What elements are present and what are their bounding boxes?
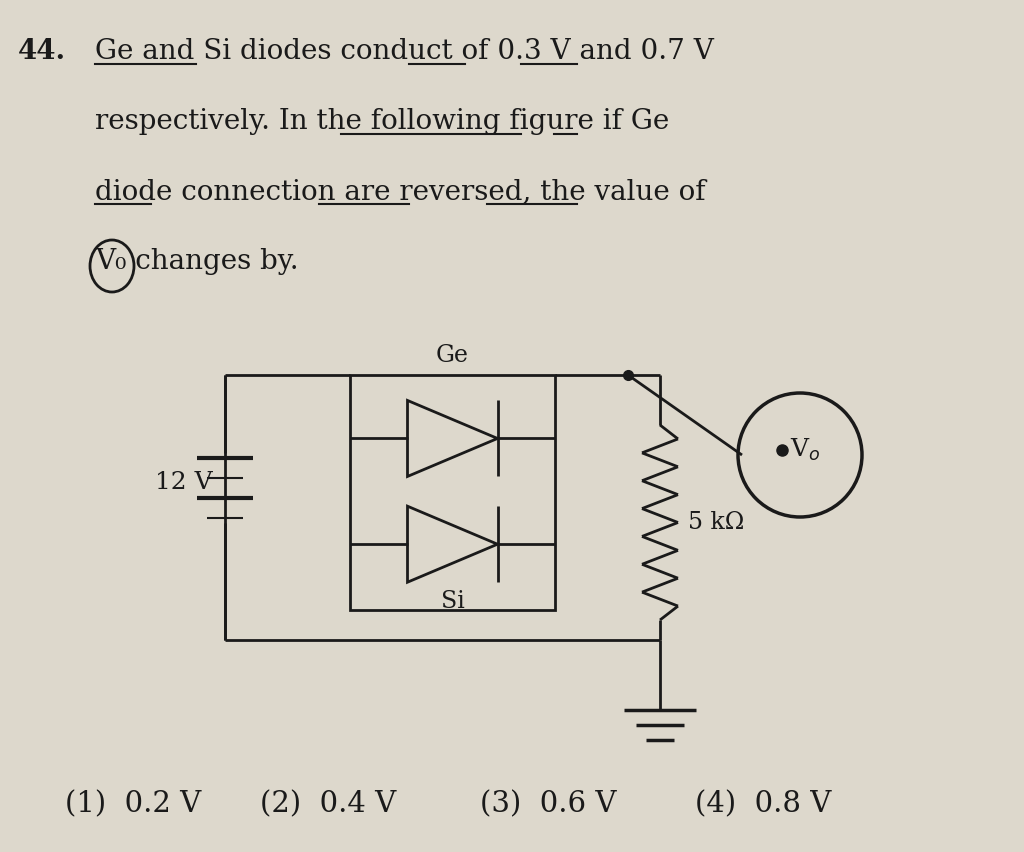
Text: Ge and Si diodes conduct of 0.3 V and 0.7 V: Ge and Si diodes conduct of 0.3 V and 0.…	[95, 38, 714, 65]
Text: Ge: Ge	[436, 344, 469, 367]
Text: 44.: 44.	[18, 38, 67, 65]
Text: respectively. In the following figure if Ge: respectively. In the following figure if…	[95, 108, 670, 135]
Text: Si: Si	[440, 590, 464, 613]
Text: V₀ changes by.: V₀ changes by.	[95, 248, 299, 275]
Bar	[350, 375, 555, 610]
Text: (4)  0.8 V: (4) 0.8 V	[695, 790, 831, 818]
Text: 5 kΩ: 5 kΩ	[688, 511, 744, 534]
Text: (3)  0.6 V: (3) 0.6 V	[480, 790, 616, 818]
Text: (1)  0.2 V: (1) 0.2 V	[65, 790, 202, 818]
Text: V$_o$: V$_o$	[790, 437, 820, 463]
Text: 12 V: 12 V	[155, 471, 213, 494]
Text: (2)  0.4 V: (2) 0.4 V	[260, 790, 396, 818]
Text: diode connection are reversed, the value of: diode connection are reversed, the value…	[95, 178, 706, 205]
